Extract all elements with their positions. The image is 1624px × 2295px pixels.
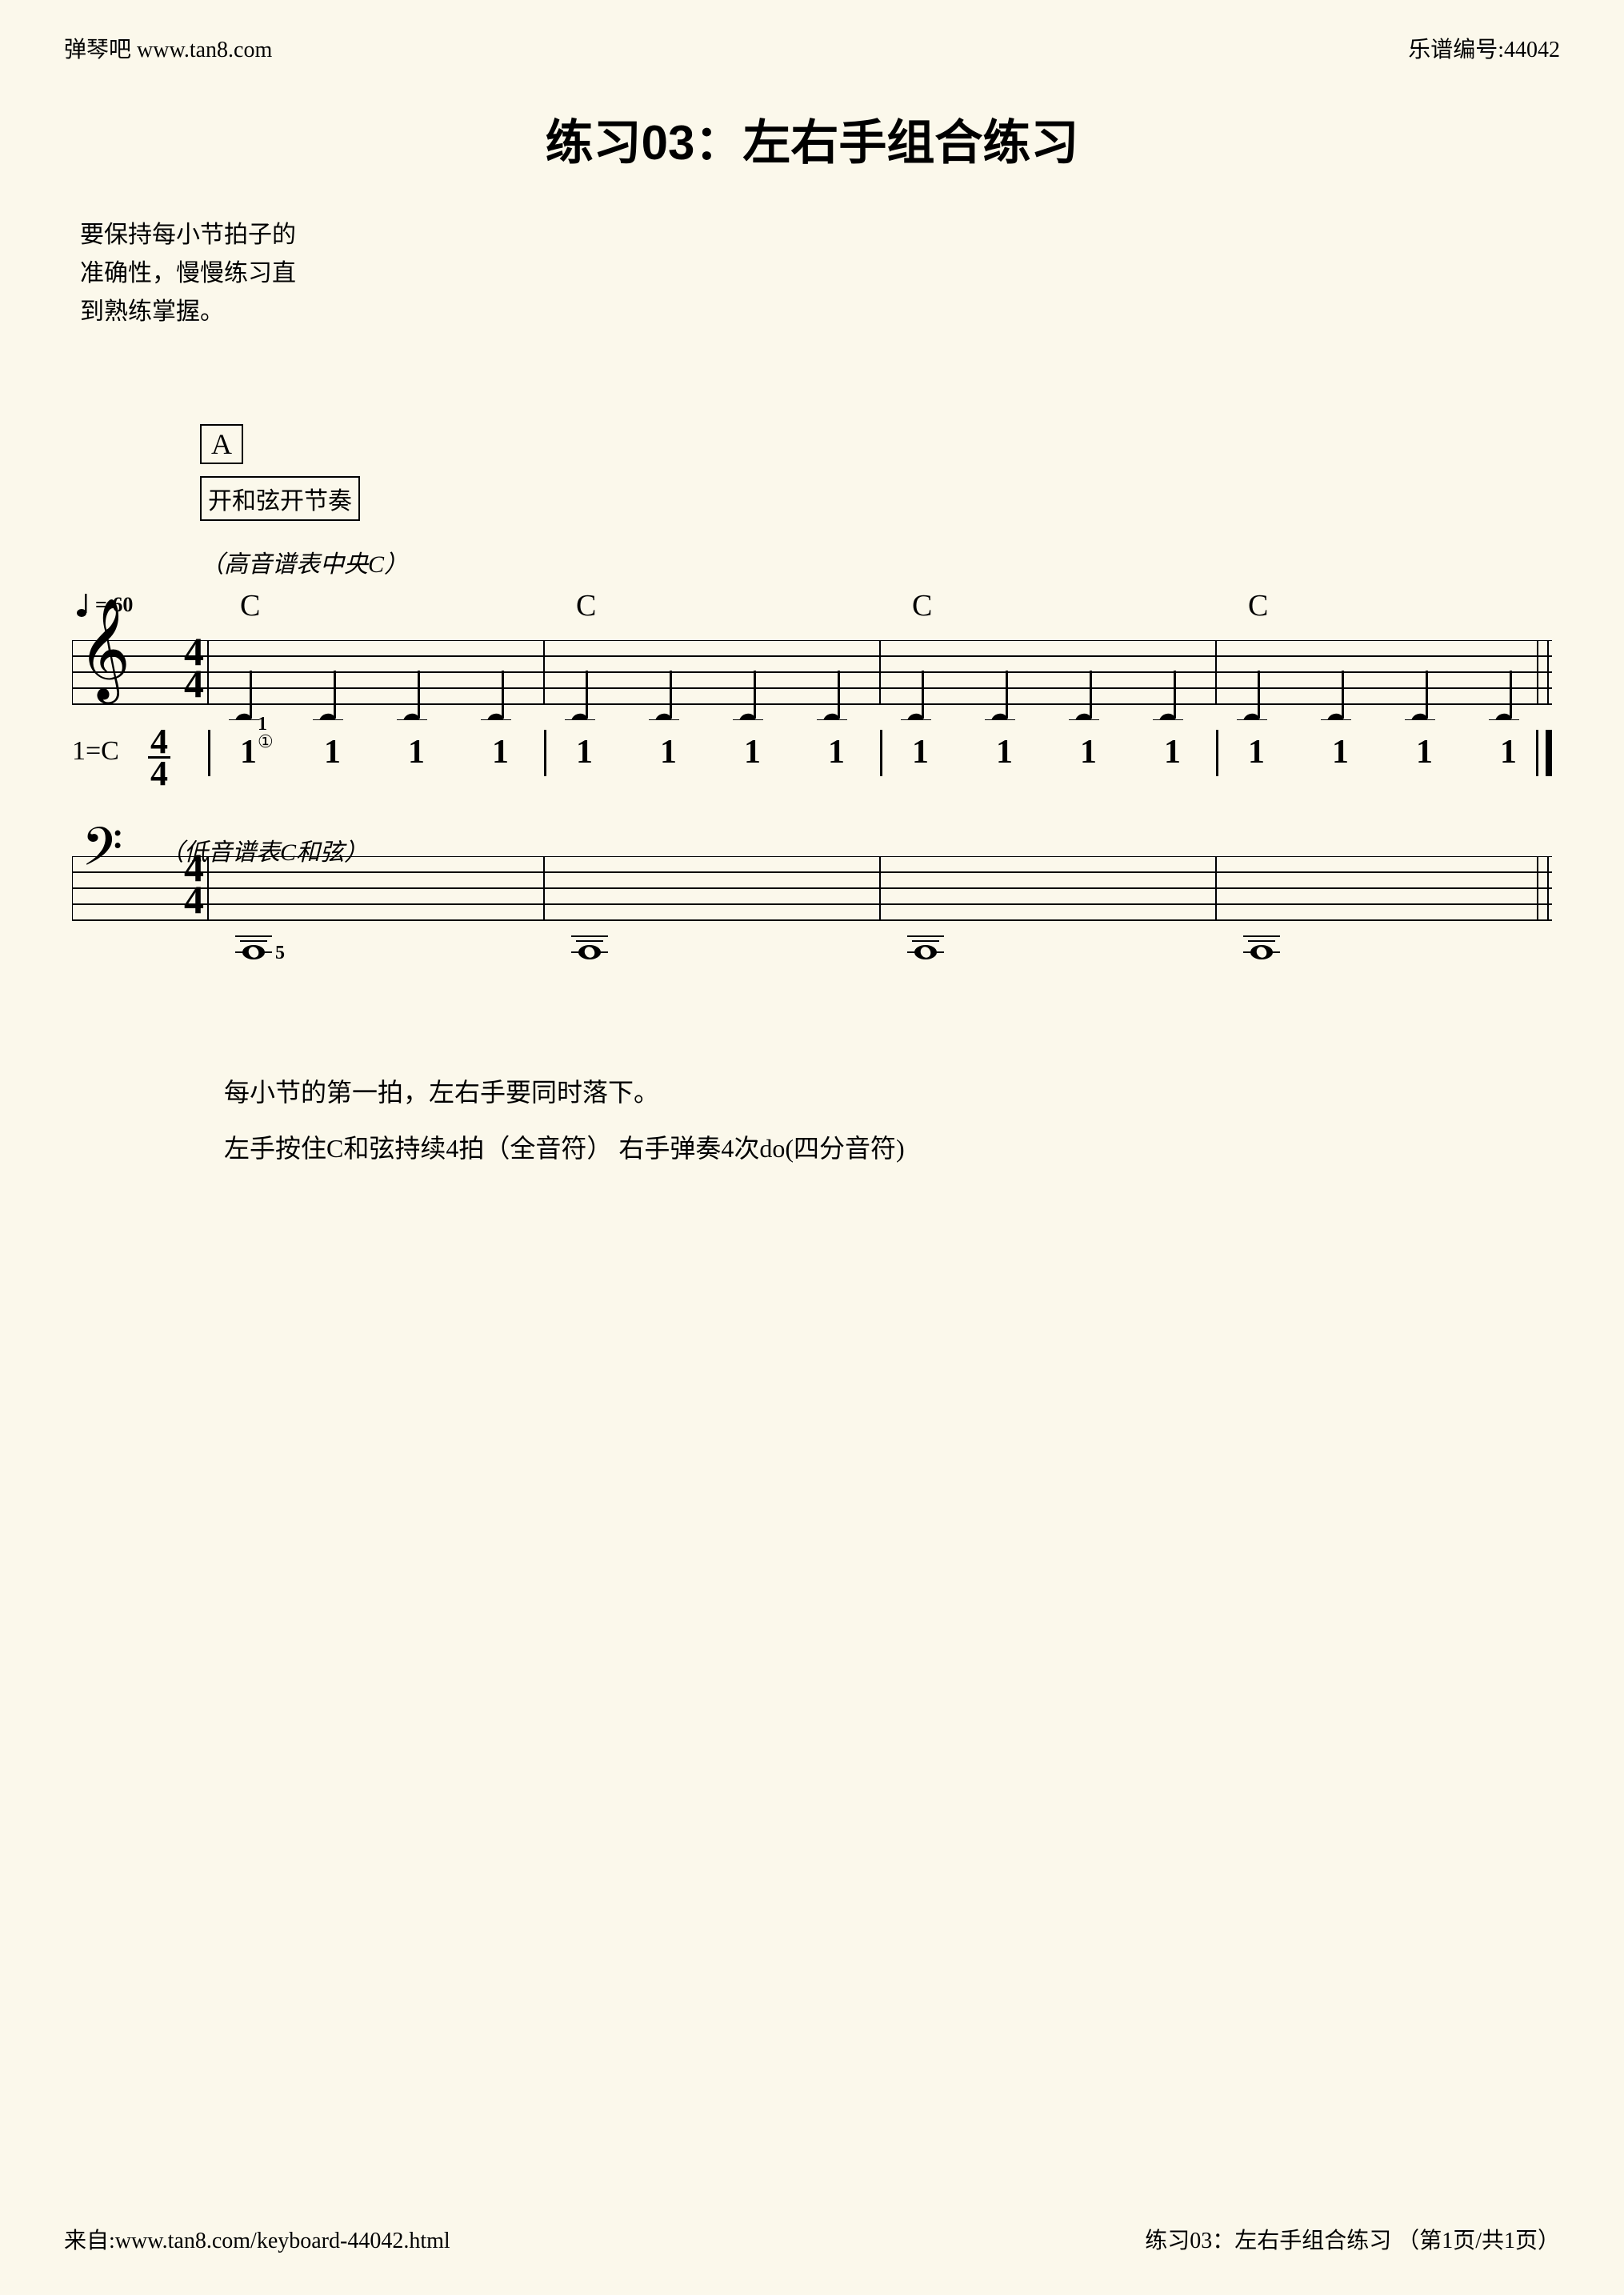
jianpu-note: 1 <box>660 733 677 771</box>
jianpu-note: 1 <box>576 733 593 771</box>
explanation-block: 每小节的第一拍，左右手要同时落下。 左手按住C和弦持续4拍（全音符） 右手弹奏4… <box>224 1064 905 1177</box>
timesig-top: 4 <box>148 727 170 756</box>
header-site: 弹琴吧 www.tan8.com <box>64 32 272 64</box>
score-area: CCCC 𝄞 4 4 1 1=C 4 4 1①111111111111111 （… <box>72 624 1552 968</box>
bass-clef-icon: 𝄢 <box>82 823 122 887</box>
instruction-line: 到熟练掌握。 <box>80 293 296 331</box>
jianpu-note: 1 <box>1416 733 1433 771</box>
jianpu-note: 1 <box>744 733 761 771</box>
treble-clef-icon: 𝄞 <box>78 605 130 693</box>
explanation-line: 左手按住C和弦持续4拍（全音符） 右手弹奏4次do(四分音符) <box>224 1120 905 1176</box>
jianpu-note: 1 <box>1500 733 1517 771</box>
treble-staff-label: （高音谱表中央C） <box>200 544 408 579</box>
jianpu-staff: 1=C 4 4 1①111111111111111 <box>72 728 1552 784</box>
instruction-line: 要保持每小节拍子的 <box>80 216 296 254</box>
chord-symbol: C <box>1248 588 1268 623</box>
treble-time-signature: 4 4 <box>184 635 204 699</box>
jianpu-barline <box>544 730 546 776</box>
jianpu-fingering-circle: ① <box>258 731 274 752</box>
jianpu-key: 1=C <box>72 736 119 767</box>
jianpu-note: 1 <box>408 733 425 771</box>
chord-symbol: C <box>576 588 596 623</box>
jianpu-barline <box>880 730 882 776</box>
treble-staff-lines <box>72 640 1552 720</box>
chord-symbol: C <box>912 588 932 623</box>
section-label: 开和弦开节奏 <box>200 476 360 521</box>
bass-time-signature: 4 4 <box>184 851 204 915</box>
jianpu-note: 1 <box>240 733 257 771</box>
treble-staff: 𝄞 4 4 1 <box>72 624 1552 720</box>
jianpu-note: 1 <box>828 733 845 771</box>
jianpu-note: 1 <box>324 733 341 771</box>
bass-fingering: 5 <box>275 943 285 964</box>
footer-source: 来自:www.tan8.com/keyboard-44042.html <box>64 2223 450 2255</box>
chord-row: CCCC <box>72 588 1552 620</box>
jianpu-barline <box>208 730 210 776</box>
bass-staff-lines <box>72 856 1552 968</box>
timesig-bottom: 4 <box>148 759 170 788</box>
footer-page: 练习03：左右手组合练习 （第1页/共1页） <box>1145 2223 1560 2255</box>
explanation-line: 每小节的第一拍，左右手要同时落下。 <box>224 1064 905 1120</box>
bass-staff: 𝄢 4 4 5 <box>72 840 1552 968</box>
section-marker: A <box>200 424 243 464</box>
jianpu-note: 1 <box>912 733 929 771</box>
instructions-block: 要保持每小节拍子的 准确性，慢慢练习直 到熟练掌握。 <box>80 216 296 331</box>
jianpu-note: 1 <box>996 733 1013 771</box>
instruction-line: 准确性，慢慢练习直 <box>80 254 296 293</box>
jianpu-note: 1 <box>1332 733 1349 771</box>
jianpu-time-signature: 4 4 <box>148 727 170 789</box>
timesig-bottom: 4 <box>184 883 204 915</box>
jianpu-note: 1 <box>1248 733 1265 771</box>
timesig-bottom: 4 <box>184 667 204 699</box>
jianpu-note: 1 <box>1164 733 1181 771</box>
jianpu-note: 1 <box>492 733 509 771</box>
jianpu-note: 1 <box>1080 733 1097 771</box>
chord-symbol: C <box>240 588 260 623</box>
jianpu-barline <box>1216 730 1218 776</box>
page-title: 练习03：左右手组合练习 <box>0 104 1624 174</box>
header-score-id: 乐谱编号:44042 <box>1408 32 1560 64</box>
